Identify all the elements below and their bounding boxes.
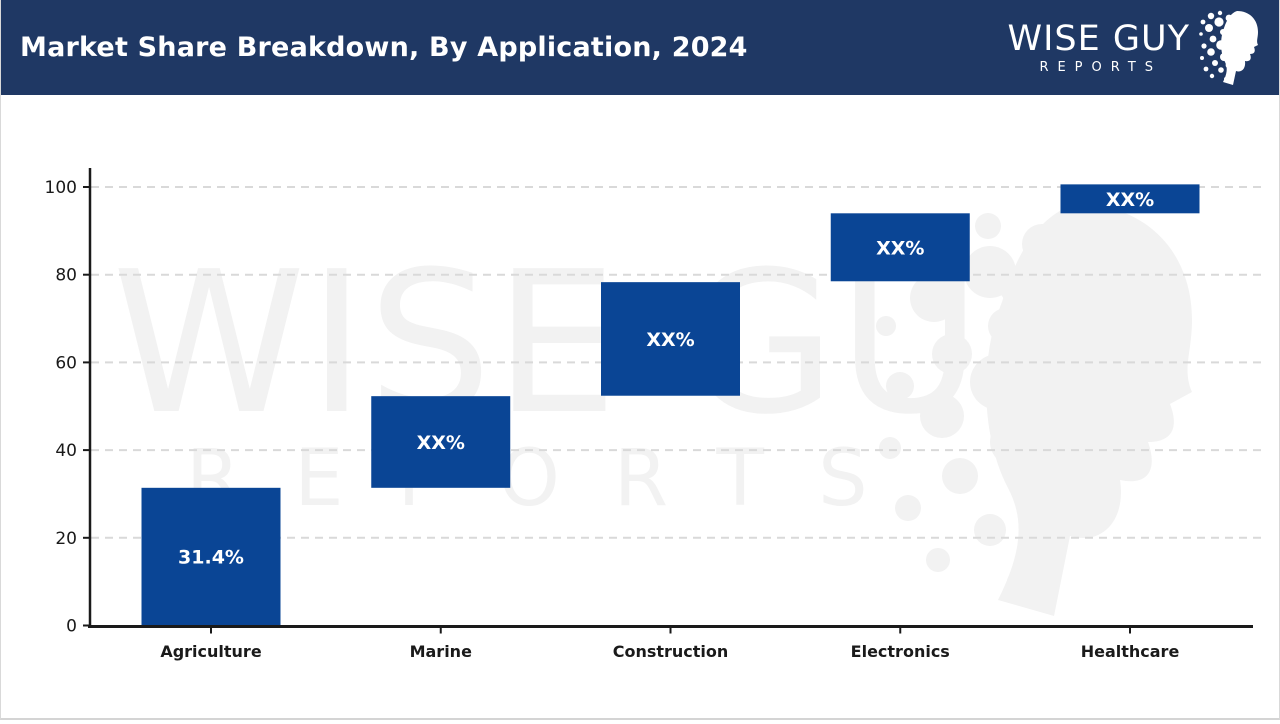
brand-logo: WISE GUY REPORTS [1007, 8, 1260, 88]
bar-segment-agriculture [141, 487, 281, 626]
bar-value-label: XX% [1106, 189, 1154, 211]
brand-name: WISE GUY [1007, 18, 1190, 59]
bar-value-label: 31.4% [178, 547, 244, 569]
bar-value-label: XX% [417, 432, 465, 454]
bar-segment-electronics [830, 213, 970, 282]
chart-title: Market Share Breakdown, By Application, … [20, 32, 748, 63]
y-tick-label: 100 [45, 178, 77, 198]
header-bar: Market Share Breakdown, By Application, … [0, 0, 1280, 95]
bar-value-label: XX% [646, 329, 694, 351]
x-category-label: Construction [613, 642, 729, 661]
brand-subname: REPORTS [1039, 59, 1163, 75]
x-category-label: Healthcare [1081, 642, 1180, 661]
bar-value-label: XX% [876, 237, 924, 259]
bar-segment-healthcare [1060, 184, 1200, 214]
y-tick-label: 80 [55, 266, 77, 286]
x-category-label: Agriculture [160, 642, 262, 661]
x-category-label: Electronics [851, 642, 950, 661]
bar-segment-construction [601, 282, 740, 396]
y-tick-label: 20 [55, 529, 77, 549]
y-tick-label: 60 [55, 353, 77, 373]
x-category-label: Marine [410, 642, 472, 661]
bar-segment-marine [371, 396, 511, 488]
y-tick-label: 40 [55, 441, 77, 461]
head-profile-icon [1199, 10, 1258, 85]
y-tick-label: 0 [66, 617, 77, 637]
watermark-text-reports: REPORTS [186, 434, 922, 524]
